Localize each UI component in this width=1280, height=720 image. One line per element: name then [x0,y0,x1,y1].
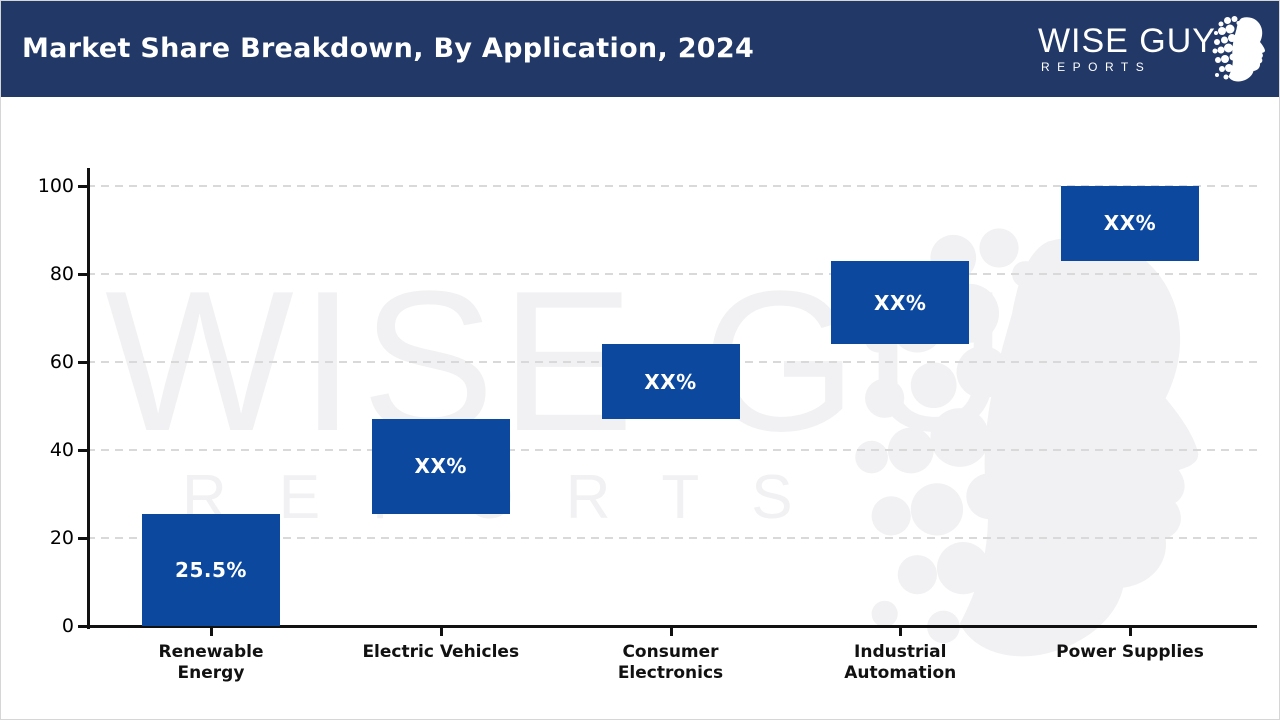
x-tick-label-0: Renewable Energy [158,642,264,683]
gridline-20 [87,537,1257,539]
bar-value-label: XX% [414,454,467,479]
chart-area: WISE GUY REPORTS 02040608010025.5%Renewa… [0,97,1280,720]
x-tick-3 [899,628,903,636]
gridline-100 [87,185,1257,187]
y-tick-label-80: 80 [49,263,74,285]
brand-text: WISE GUY REPORTS [1038,23,1216,74]
x-tick-0 [210,628,213,636]
brand-face-icon [1212,15,1265,81]
bar-value-label: XX% [644,369,697,394]
page-title: Market Share Breakdown, By Application, … [22,33,755,64]
y-tick-100 [78,185,87,188]
gridline-40 [87,449,1257,451]
bar-3: XX% [831,260,970,345]
x-tick-label-4: Power Supplies [1056,642,1204,662]
gridline-80 [87,273,1257,275]
header-bar: Market Share Breakdown, By Application, … [0,0,1280,97]
brand-logo: WISE GUY REPORTS [1038,11,1272,87]
bar-value-label: XX% [1103,211,1157,236]
x-tick-2 [669,628,673,636]
y-tick-label-40: 40 [49,439,74,461]
y-tick-20 [78,537,87,540]
bar-0: 25.5% [142,513,280,626]
y-tick-label-20: 20 [49,527,74,549]
y-tick-label-100: 100 [37,175,74,197]
y-tick-label-60: 60 [49,351,74,373]
y-tick-label-0: 0 [61,615,74,637]
bar-value-label: XX% [874,290,927,315]
x-tick-label-1: Electric Vehicles [362,642,520,662]
y-tick-80 [78,273,87,276]
plot: 0 20 40 60 80 100 25.5% Renewable Energy XX% Elec… [0,97,1280,720]
y-axis [87,168,90,629]
y-tick-40 [78,449,87,452]
x-tick-label-3: Industrial Automation [844,642,957,683]
bar-1: XX% [371,419,510,514]
bar-2: XX% [601,344,740,420]
x-tick-label-2: Consumer Electronics [617,642,724,683]
brand-subtitle: REPORTS [1040,60,1152,74]
x-tick-4 [1129,628,1132,636]
y-tick-0 [78,625,87,628]
bar-4: XX% [1061,186,1199,261]
y-tick-60 [78,361,87,364]
x-tick-1 [439,628,443,636]
x-axis [87,625,1257,628]
bar-value-label: 25.5% [175,557,247,582]
brand-name: WISE GUY [1037,22,1216,60]
